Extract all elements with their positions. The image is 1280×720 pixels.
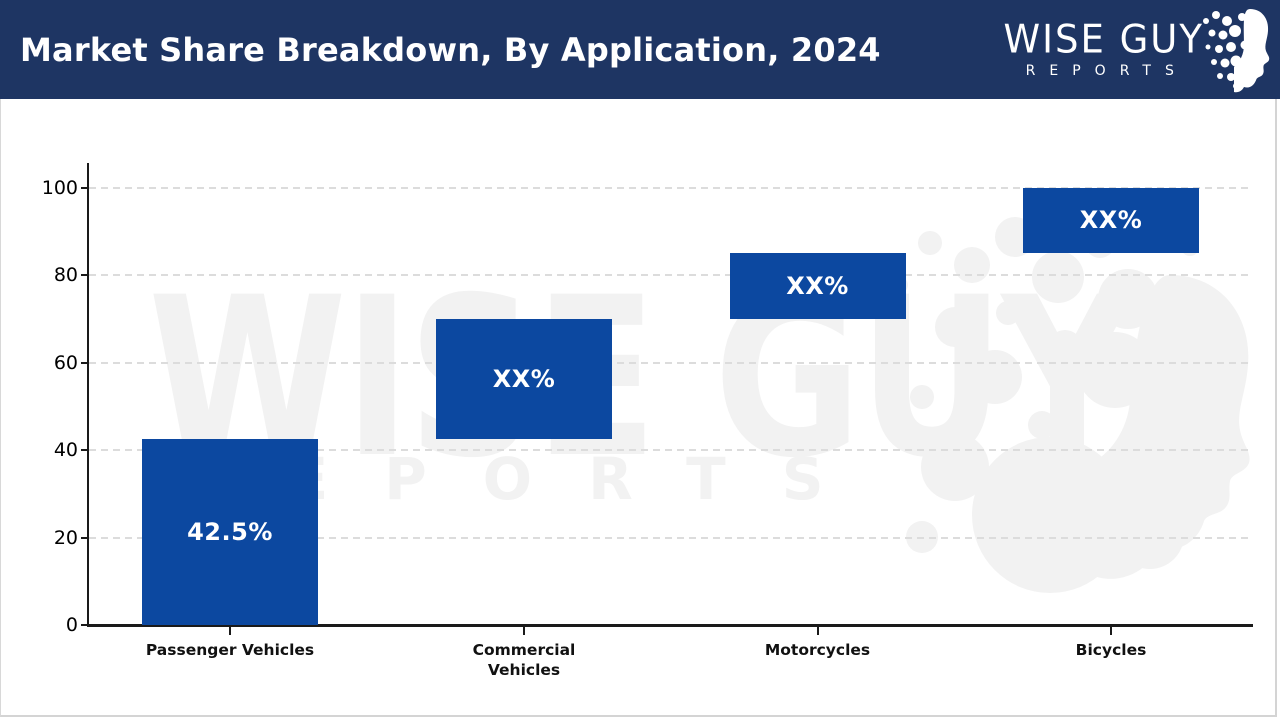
y-tick-60 <box>81 361 89 364</box>
bar-3: XX% <box>729 253 906 319</box>
logo-head-icon <box>1203 8 1270 92</box>
x-category-label-4: Bicycles <box>1075 641 1147 659</box>
brand-logo: WISE GUY REPORTS <box>1004 7 1270 93</box>
x-tick-2 <box>523 627 525 635</box>
y-tick-100 <box>81 186 89 189</box>
gridline-100 <box>89 186 1253 189</box>
gridline-80 <box>89 274 1253 276</box>
gridline-40 <box>89 449 1253 451</box>
y-tick-label-40: 40 <box>53 439 78 461</box>
bar-value-label-1: 42.5% <box>187 518 273 547</box>
x-tick-1 <box>229 627 231 635</box>
y-tick-0 <box>81 624 89 626</box>
bar-1: 42.5% <box>142 439 318 625</box>
bar-value-label-4: XX% <box>1079 206 1143 235</box>
page-title: Market Share Breakdown, By Application, … <box>20 30 881 69</box>
bar-value-label-2: XX% <box>492 364 556 393</box>
logo-reports-label: REPORTS <box>1025 62 1188 79</box>
bar-value-label-3: XX% <box>786 271 849 300</box>
y-tick-label-100: 100 <box>41 176 78 199</box>
y-tick-80 <box>81 274 89 276</box>
bar-2: XX% <box>436 318 612 440</box>
y-tick-20 <box>81 536 89 539</box>
bar-4: XX% <box>1023 187 1199 254</box>
y-tick-label-20: 20 <box>53 526 78 549</box>
logo-text: WISE GUY REPORTS <box>1003 16 1204 79</box>
y-tick-label-80: 80 <box>53 264 78 286</box>
page-header: Market Share Breakdown, By Application, … <box>0 0 1280 99</box>
y-tick-label-60: 60 <box>53 351 78 374</box>
x-category-label-3: Motorcycles <box>764 641 871 659</box>
x-tick-3 <box>816 627 819 635</box>
x-axis-line <box>87 624 1253 627</box>
logo-wordmark: WISE GUY <box>1003 16 1204 62</box>
y-tick-label-0: 0 <box>65 614 78 636</box>
y-tick-40 <box>81 449 89 451</box>
x-category-label-2: Commercial Vehicles <box>472 641 576 679</box>
x-tick-4 <box>1110 627 1112 635</box>
gridline-60 <box>89 361 1253 364</box>
y-axis-line <box>87 163 89 627</box>
x-category-label-1: Passenger Vehicles <box>145 641 315 659</box>
gridline-20 <box>89 536 1253 539</box>
